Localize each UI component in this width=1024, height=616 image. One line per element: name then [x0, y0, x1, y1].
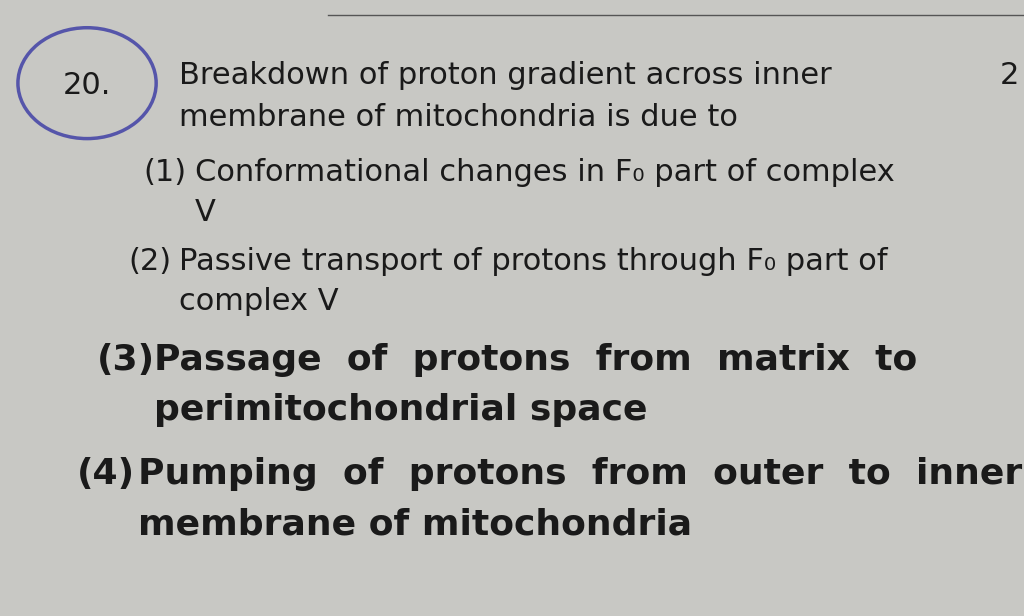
Text: membrane of mitochondria: membrane of mitochondria: [138, 508, 692, 542]
Text: perimitochondrial space: perimitochondrial space: [154, 392, 647, 427]
Text: V: V: [195, 198, 215, 227]
Text: Pumping  of  protons  from  outer  to  inner: Pumping of protons from outer to inner: [138, 457, 1023, 492]
Text: Conformational changes in F₀ part of complex: Conformational changes in F₀ part of com…: [195, 158, 894, 187]
Text: (2): (2): [128, 247, 171, 277]
Text: Passage  of  protons  from  matrix  to: Passage of protons from matrix to: [154, 343, 916, 378]
Text: 2: 2: [999, 60, 1019, 90]
Text: (3): (3): [97, 343, 156, 378]
Text: complex V: complex V: [179, 287, 339, 317]
Text: Passive transport of protons through F₀ part of: Passive transport of protons through F₀ …: [179, 247, 888, 277]
Text: 20.: 20.: [62, 70, 112, 100]
Text: membrane of mitochondria is due to: membrane of mitochondria is due to: [179, 102, 738, 132]
Text: (1): (1): [143, 158, 186, 187]
Text: Breakdown of proton gradient across inner: Breakdown of proton gradient across inne…: [179, 60, 831, 90]
Text: (4): (4): [77, 457, 135, 492]
